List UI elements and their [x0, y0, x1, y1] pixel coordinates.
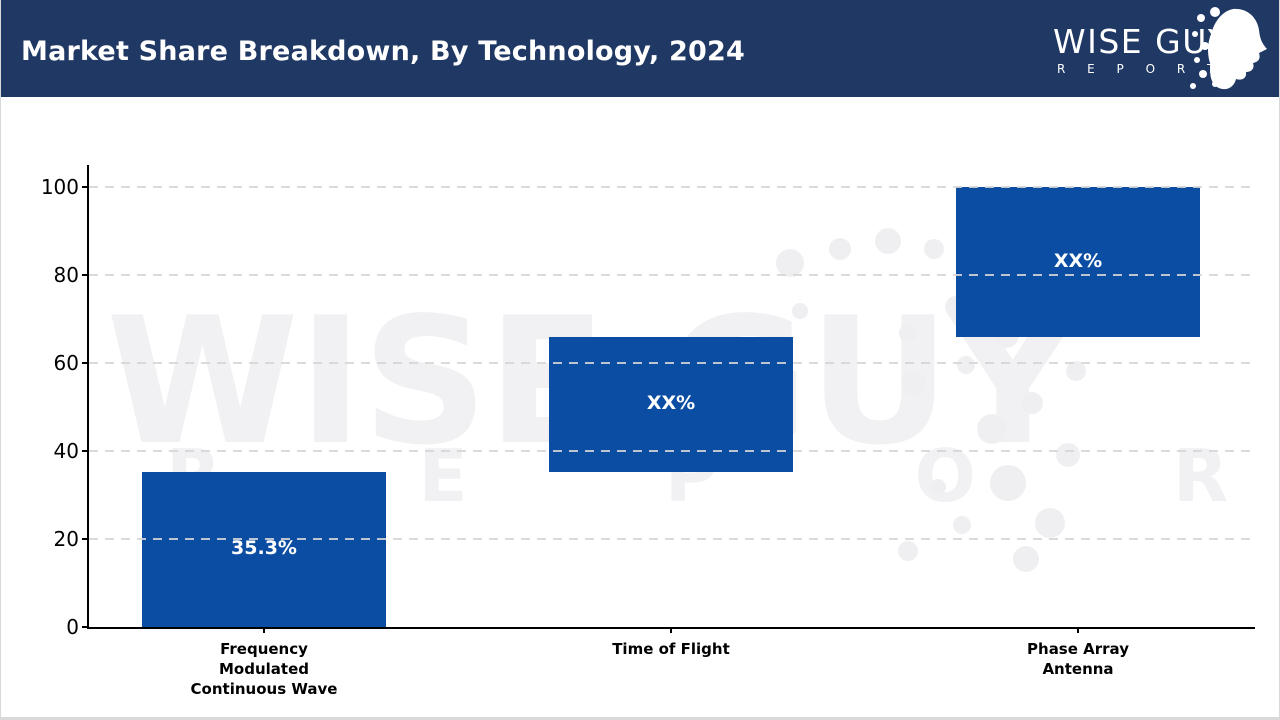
gridline: [89, 274, 1255, 276]
x-tick-label: Frequency Modulated Continuous Wave: [104, 639, 424, 699]
bar-value-label: XX%: [646, 392, 696, 415]
y-tick-label: 60: [53, 351, 79, 375]
y-tick-label: 20: [53, 527, 79, 551]
header: Market Share Breakdown, By Technology, 2…: [1, 0, 1279, 97]
y-axis-spine: [87, 165, 89, 629]
x-tick-mark: [1077, 627, 1079, 633]
bar-segment: [956, 187, 1200, 337]
bar-value-label: XX%: [1053, 249, 1103, 272]
brand-logo: WISE GUY R E P O R T S: [1021, 0, 1271, 97]
y-tick-mark: [82, 186, 89, 188]
y-tick-mark: [82, 450, 89, 452]
y-tick-mark: [82, 626, 89, 628]
y-tick-mark: [82, 274, 89, 276]
y-tick-label: 80: [53, 263, 79, 287]
x-tick-label: Time of Flight: [511, 639, 831, 659]
x-axis-spine: [87, 627, 1255, 629]
x-tick-label-line: Time of Flight: [612, 640, 730, 658]
x-tick-label-line: Modulated: [219, 660, 309, 678]
gridline: [89, 538, 1255, 540]
y-tick-mark: [82, 538, 89, 540]
x-tick-label-line: Phase Array: [1027, 640, 1129, 658]
y-tick-label: 100: [40, 175, 79, 199]
y-tick-label: 40: [53, 439, 79, 463]
x-tick-label-line: Continuous Wave: [190, 680, 338, 698]
x-tick-label-line: Frequency: [220, 640, 308, 658]
x-tick-label: Phase Array Antenna: [918, 639, 1238, 679]
brand-logo-name: WISE GUY: [1053, 22, 1230, 61]
bar-segment: [142, 471, 386, 627]
x-tick-label-line: Antenna: [1042, 660, 1114, 678]
y-tick-label: 0: [66, 615, 79, 639]
gridline: [89, 186, 1255, 188]
bar-value-label: 35.3%: [231, 537, 297, 560]
bar-segment: [549, 337, 793, 472]
y-tick-mark: [82, 362, 89, 364]
x-tick-mark: [670, 627, 672, 633]
brand-logo-subtext: R E P O R T S: [1057, 62, 1253, 76]
x-tick-mark: [263, 627, 265, 633]
brand-face-icon: [1190, 7, 1267, 90]
gridline: [89, 362, 1255, 364]
page-title: Market Share Breakdown, By Technology, 2…: [21, 36, 746, 67]
gridline: [89, 450, 1255, 452]
